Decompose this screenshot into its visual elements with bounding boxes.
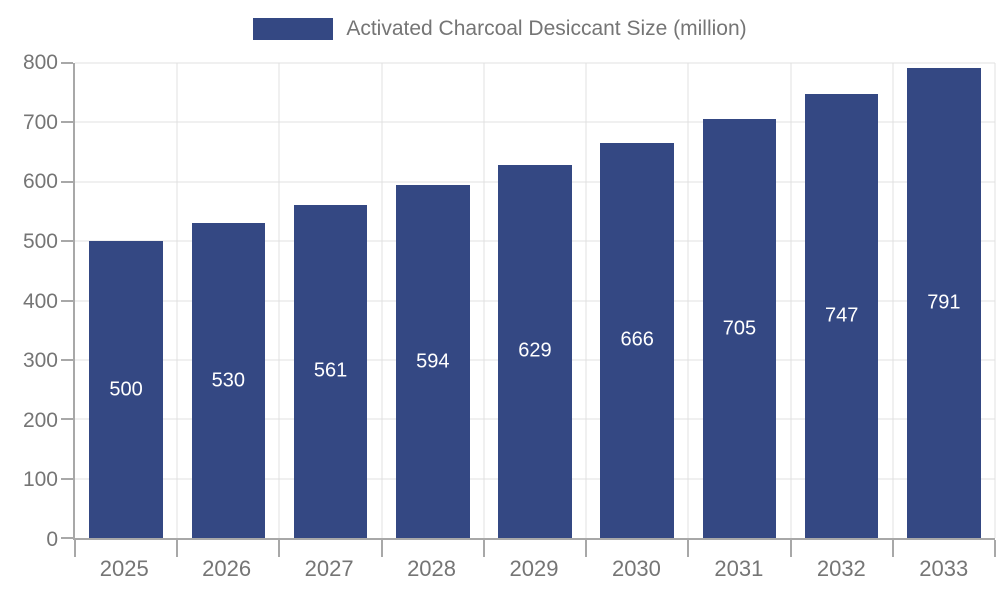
vertical-gridline <box>790 63 792 538</box>
bar-2028[interactable]: 594 <box>395 185 470 538</box>
bar-value-label: 500 <box>109 378 143 401</box>
x-axis-labels: 2025 2026 2027 2028 2029 2030 2031 2032 2033 <box>73 556 995 586</box>
bar-band: 629 <box>484 63 586 538</box>
legend-swatch-icon <box>253 18 334 40</box>
y-tick-label: 100 <box>22 468 58 492</box>
y-axis-tick <box>61 358 73 361</box>
x-axis-tick <box>380 540 383 557</box>
bar-value-label: 530 <box>211 369 246 392</box>
y-tick-label: 0 <box>46 528 58 551</box>
bar-2025[interactable]: 500 <box>89 241 163 538</box>
x-axis-tick <box>585 540 588 557</box>
plot-area: 500 530 561 594 629 666 705 747 791 <box>61 62 996 557</box>
bar-band: 500 <box>75 63 177 538</box>
bar-value-label: 561 <box>313 359 348 382</box>
bar-2033[interactable]: 791 <box>907 68 981 538</box>
y-axis-tick <box>61 299 73 302</box>
y-axis-tick <box>61 240 73 243</box>
bar-band: 594 <box>382 63 484 538</box>
x-tick-label: 2026 <box>202 556 252 581</box>
chart-legend[interactable]: Activated Charcoal Desiccant Size (milli… <box>0 17 1000 41</box>
horizontal-gridline <box>75 121 995 123</box>
y-tick-label: 600 <box>22 170 58 194</box>
vertical-gridline <box>585 63 587 538</box>
y-tick-label: 800 <box>22 51 58 74</box>
x-axis-tick <box>687 540 690 557</box>
bar-2032[interactable]: 747 <box>804 94 879 538</box>
y-tick-label: 300 <box>22 349 58 373</box>
y-tick-label: 500 <box>22 229 58 253</box>
bar-value-label: 791 <box>927 291 961 314</box>
y-axis-tick <box>61 62 73 64</box>
x-tick-label: 2030 <box>611 556 661 581</box>
x-tick-label: 2028 <box>407 556 457 581</box>
bar-value-label: 629 <box>518 339 552 362</box>
y-axis-tick <box>61 180 73 183</box>
bar-2027[interactable]: 561 <box>293 204 368 538</box>
y-axis-tick <box>61 537 73 539</box>
horizontal-gridline <box>75 62 995 64</box>
x-tick-label: 2025 <box>99 556 149 581</box>
x-tick-label: 2033 <box>919 556 969 581</box>
bar-band: 561 <box>279 63 381 538</box>
bar-value-label: 747 <box>824 304 859 327</box>
vertical-gridline <box>381 63 383 538</box>
x-tick-label: 2031 <box>714 556 764 581</box>
bar-band: 791 <box>893 63 995 538</box>
x-tick-label: 2027 <box>304 556 354 581</box>
bar-value-label: 705 <box>722 317 757 340</box>
y-axis-tick <box>61 121 73 124</box>
vertical-gridline <box>483 63 485 538</box>
vertical-gridline <box>278 63 280 538</box>
y-axis-tick <box>61 477 73 480</box>
vertical-gridline <box>994 63 996 538</box>
vertical-gridline <box>687 63 689 538</box>
bar-band: 747 <box>791 63 893 538</box>
bar-2026[interactable]: 530 <box>191 223 266 538</box>
y-tick-label: 400 <box>22 289 58 313</box>
bar-2029[interactable]: 629 <box>498 164 572 538</box>
bar-2030[interactable]: 666 <box>600 142 675 538</box>
vertical-gridline <box>176 63 178 538</box>
bar-2031[interactable]: 705 <box>702 119 777 538</box>
bar-value-label: 666 <box>620 328 654 351</box>
y-tick-label: 700 <box>22 110 58 134</box>
x-axis-tick <box>278 540 281 557</box>
x-axis-tick <box>74 540 76 557</box>
bar-band: 705 <box>688 63 790 538</box>
x-tick-label: 2029 <box>509 556 559 581</box>
y-tick-label: 200 <box>22 408 58 432</box>
bar-band: 666 <box>586 63 688 538</box>
bar-band: 530 <box>177 63 279 538</box>
x-axis-tick <box>789 540 792 557</box>
legend-label: Activated Charcoal Desiccant Size (milli… <box>346 17 747 40</box>
x-axis-tick <box>994 540 996 557</box>
y-axis-labels: 0 100 200 300 400 500 600 700 800 <box>0 51 58 551</box>
y-axis-tick <box>61 418 73 421</box>
x-axis-tick <box>891 540 894 557</box>
x-axis-tick <box>176 540 179 557</box>
x-tick-label: 2032 <box>816 556 866 581</box>
bar-value-label: 594 <box>416 350 450 373</box>
vertical-gridline <box>892 63 894 538</box>
x-axis-tick <box>482 540 485 557</box>
